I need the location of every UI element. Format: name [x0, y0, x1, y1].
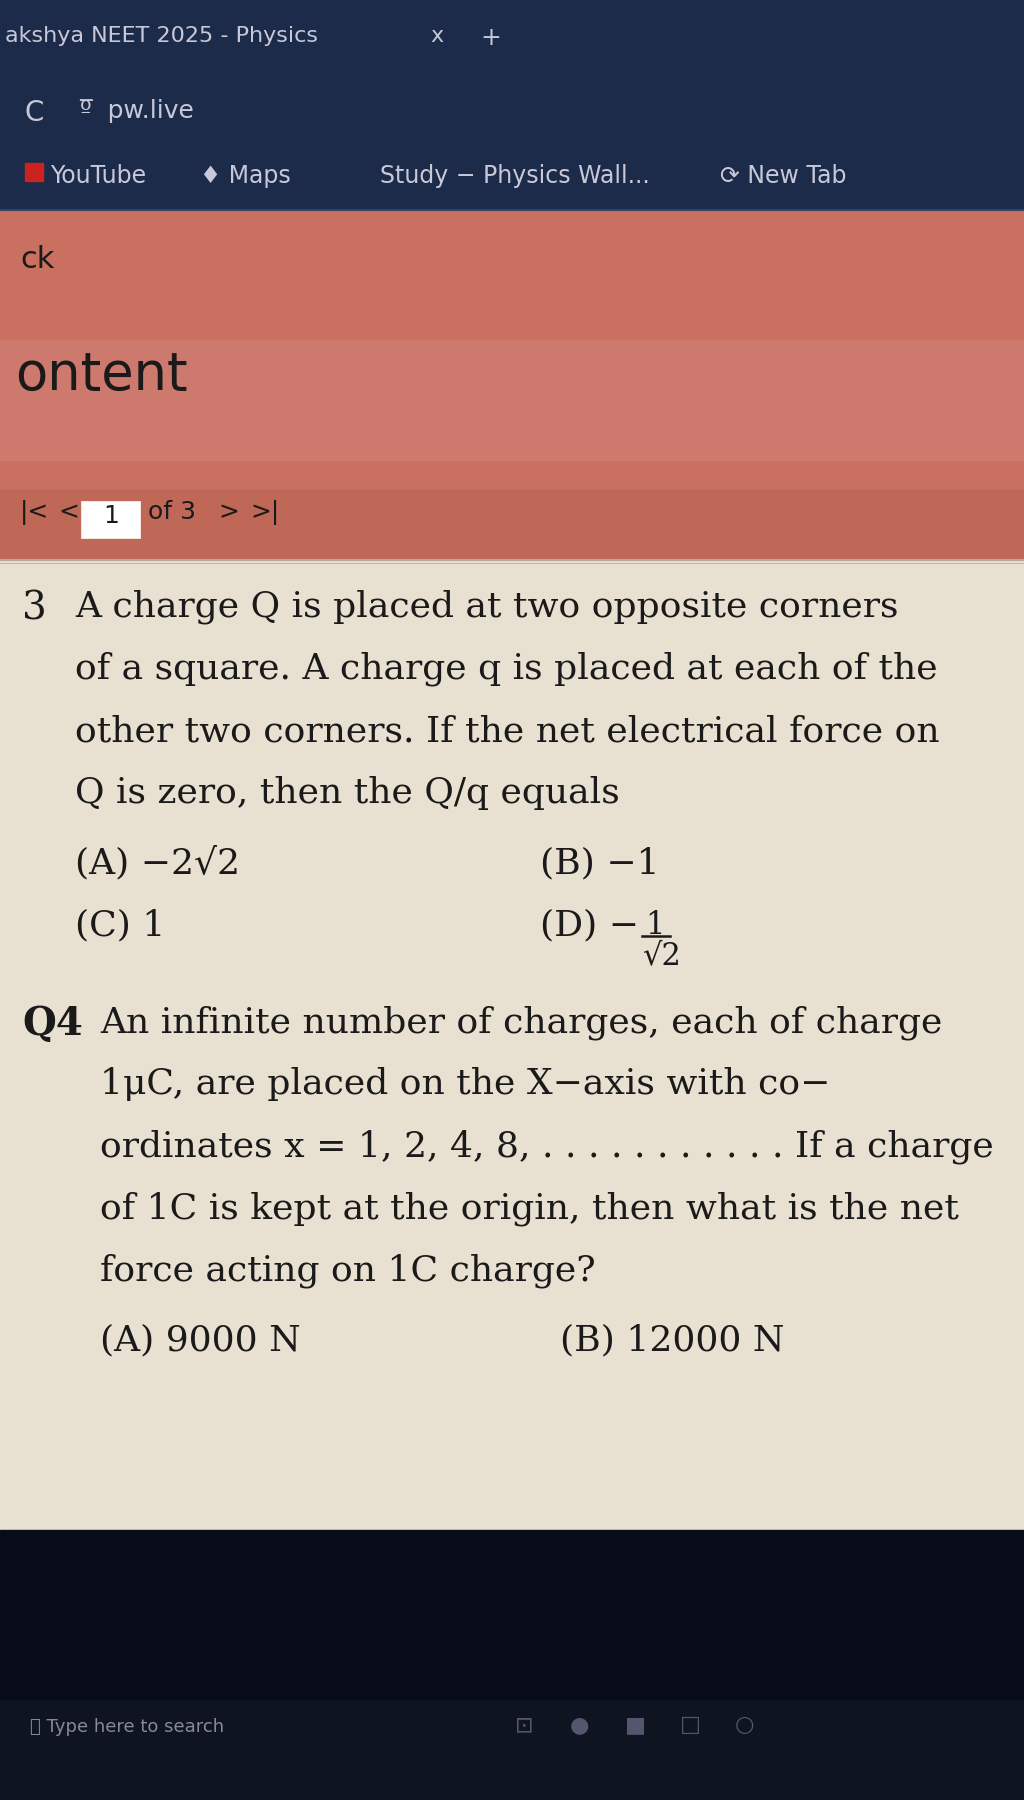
- Text: C: C: [25, 99, 44, 128]
- Text: ○: ○: [735, 1715, 755, 1735]
- Text: Q is zero, then the Q/q equals: Q is zero, then the Q/q equals: [75, 776, 620, 810]
- Text: A charge Q is placed at two opposite corners: A charge Q is placed at two opposite cor…: [75, 590, 898, 625]
- Bar: [0, 1530, 1024, 1800]
- Text: (A) 9000 N: (A) 9000 N: [100, 1323, 301, 1357]
- Bar: [0, 0, 1024, 211]
- Text: (A) −2√2: (A) −2√2: [75, 846, 240, 880]
- Text: (C) 1: (C) 1: [75, 907, 165, 941]
- Text: 1: 1: [103, 504, 119, 527]
- Text: ♦ Maps: ♦ Maps: [200, 164, 291, 187]
- Bar: [25, 164, 43, 182]
- Text: of a square. A charge q is placed at each of the: of a square. A charge q is placed at eac…: [75, 652, 938, 686]
- Text: ⌕ Type here to search: ⌕ Type here to search: [30, 1717, 224, 1735]
- Text: (B) −1: (B) −1: [540, 846, 659, 880]
- Text: ck: ck: [20, 245, 54, 274]
- Text: Q4: Q4: [22, 1004, 83, 1042]
- Text: +: +: [480, 25, 501, 50]
- Text: |<: |<: [20, 500, 49, 526]
- Text: ⟳ New Tab: ⟳ New Tab: [720, 164, 847, 187]
- Text: <: <: [58, 500, 79, 524]
- Bar: [0, 1699, 1024, 1800]
- Text: ●: ●: [570, 1715, 590, 1735]
- Text: (B) 12000 N: (B) 12000 N: [560, 1323, 784, 1357]
- Text: ontent: ontent: [15, 349, 187, 401]
- Bar: [0, 340, 1024, 461]
- Text: YouTube: YouTube: [50, 164, 146, 187]
- Text: >|: >|: [250, 500, 280, 526]
- Text: ■: ■: [625, 1715, 646, 1735]
- Bar: [0, 490, 1024, 558]
- Text: >: >: [218, 500, 239, 524]
- Bar: [0, 560, 1024, 1530]
- Text: º̅  pw.live: º̅ pw.live: [80, 99, 194, 122]
- Text: 1μC, are placed on the X−axis with co−: 1μC, are placed on the X−axis with co−: [100, 1067, 830, 1102]
- Text: (D) −: (D) −: [540, 907, 639, 941]
- Text: of 1C is kept at the origin, then what is the net: of 1C is kept at the origin, then what i…: [100, 1192, 958, 1226]
- Text: of 3: of 3: [148, 500, 196, 524]
- Text: 3: 3: [22, 590, 47, 626]
- Text: □: □: [680, 1715, 701, 1735]
- Text: akshya NEET 2025 - Physics: akshya NEET 2025 - Physics: [5, 25, 318, 47]
- Text: ordinates x = 1, 2, 4, 8, . . . . . . . . . . . If a charge: ordinates x = 1, 2, 4, 8, . . . . . . . …: [100, 1129, 993, 1163]
- Text: An infinite number of charges, each of charge: An infinite number of charges, each of c…: [100, 1004, 942, 1040]
- Text: force acting on 1C charge?: force acting on 1C charge?: [100, 1253, 596, 1287]
- Text: 1: 1: [645, 911, 665, 941]
- Text: x: x: [430, 25, 443, 47]
- Text: Study − Physics Wall...: Study − Physics Wall...: [380, 164, 650, 187]
- Text: √2: √2: [642, 940, 681, 970]
- Text: other two corners. If the net electrical force on: other two corners. If the net electrical…: [75, 715, 940, 749]
- Text: ⊡: ⊡: [515, 1715, 534, 1735]
- Bar: [0, 211, 1024, 560]
- Bar: [82, 502, 140, 538]
